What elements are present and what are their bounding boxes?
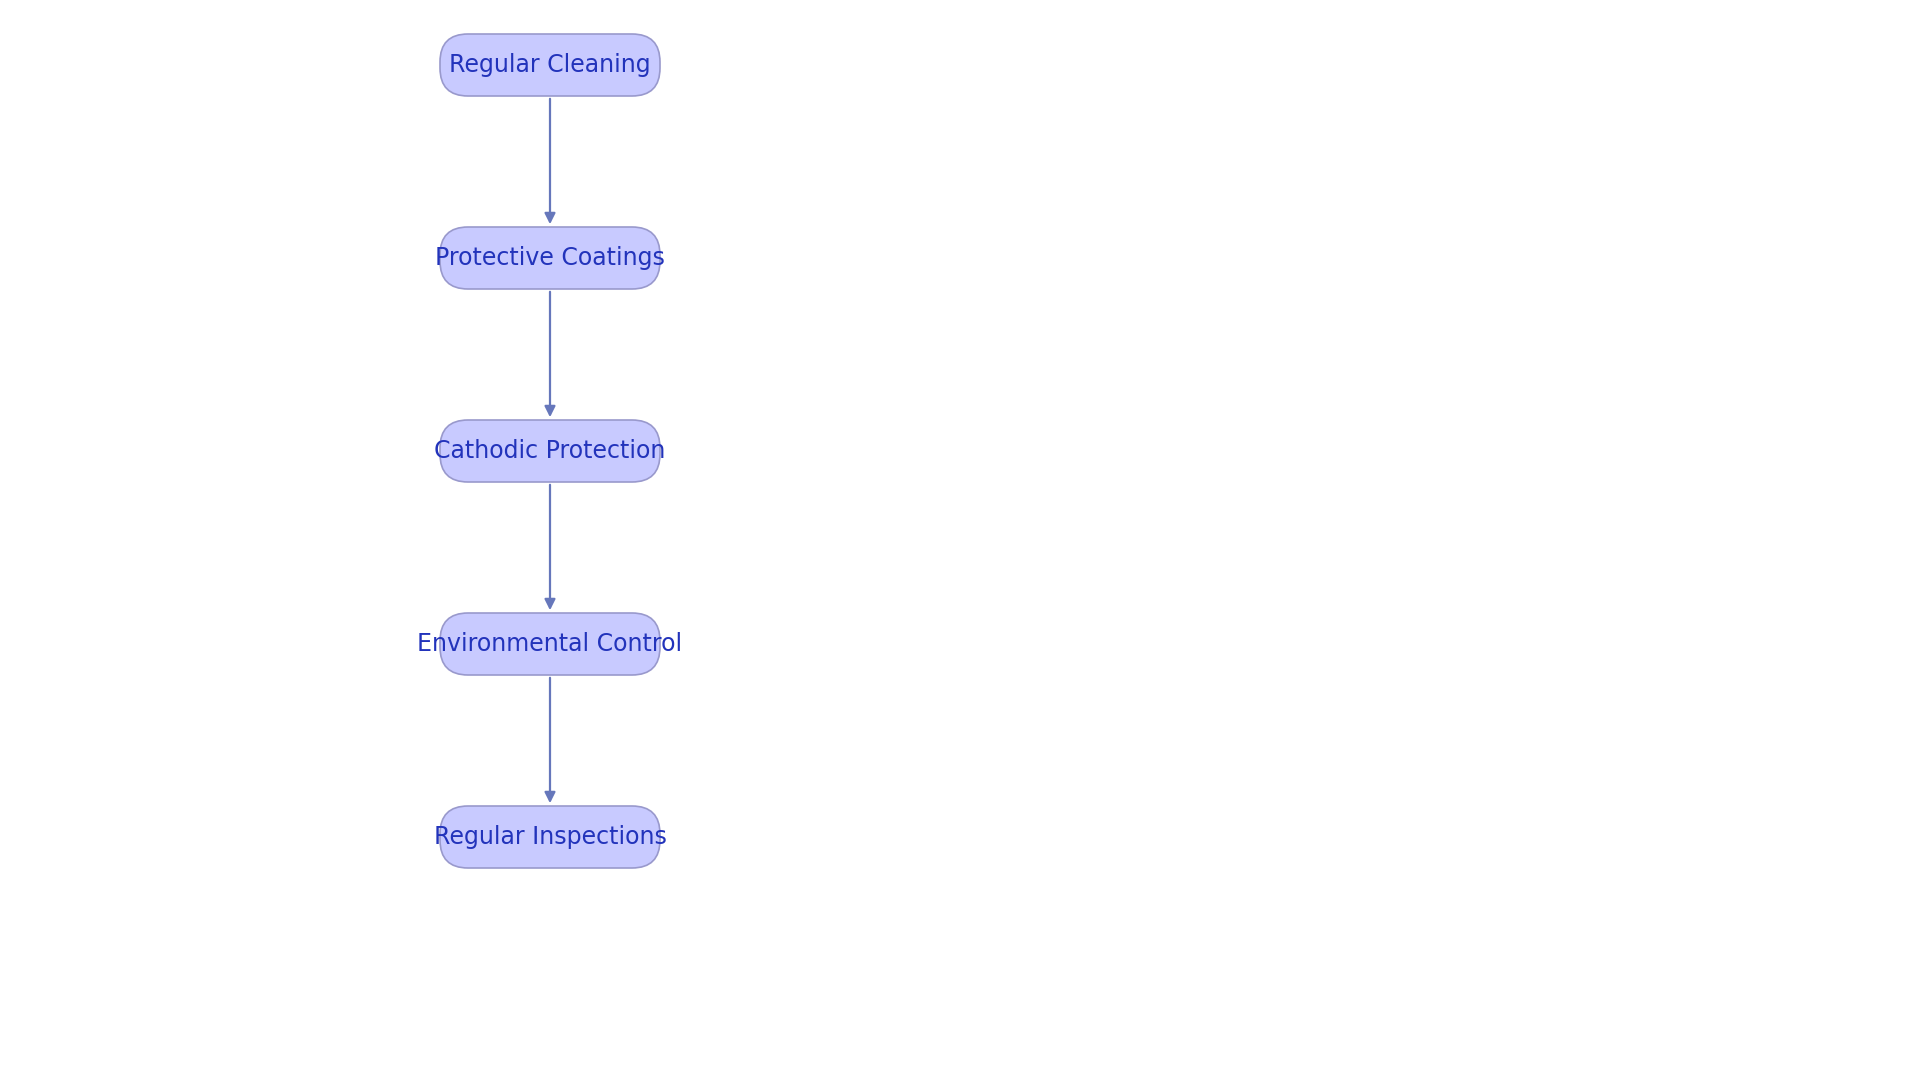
FancyBboxPatch shape <box>440 34 660 96</box>
Text: Cathodic Protection: Cathodic Protection <box>434 439 666 464</box>
Text: Regular Inspections: Regular Inspections <box>434 825 666 849</box>
Text: Protective Coatings: Protective Coatings <box>436 246 664 270</box>
FancyBboxPatch shape <box>440 613 660 675</box>
FancyBboxPatch shape <box>440 806 660 867</box>
FancyBboxPatch shape <box>440 420 660 482</box>
FancyBboxPatch shape <box>440 227 660 289</box>
Text: Environmental Control: Environmental Control <box>417 632 684 656</box>
Text: Regular Cleaning: Regular Cleaning <box>449 53 651 77</box>
